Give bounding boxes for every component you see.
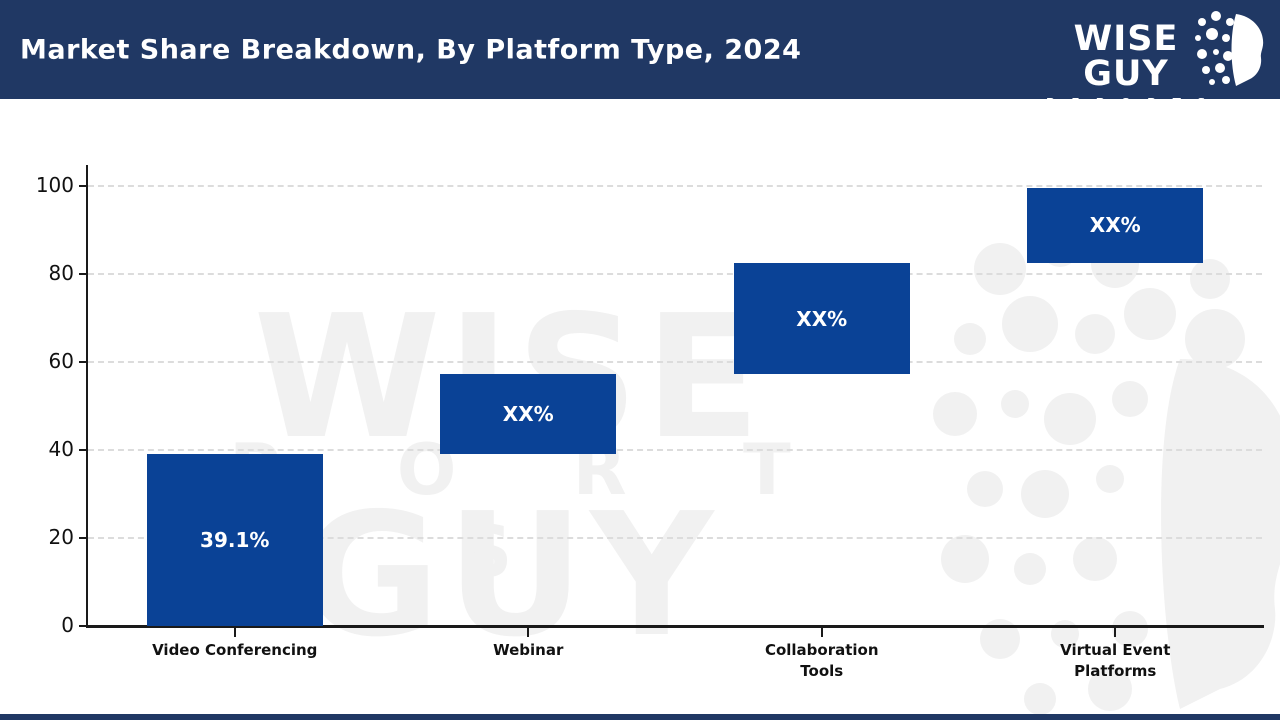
y-tick-mark-0 — [79, 625, 87, 627]
y-tick-mark-100 — [79, 185, 87, 187]
y-tick-label-60: 60 — [48, 349, 74, 373]
x-category-label-2: Collaboration Tools — [764, 641, 879, 680]
logo-text: WISE GUY R E P O R T S — [1046, 19, 1212, 111]
x-tick-mark-1 — [527, 628, 530, 637]
y-tick-mark-40 — [79, 449, 87, 451]
gridline-y-40 — [88, 449, 1262, 451]
gridline-y-80 — [88, 273, 1262, 275]
x-category-label-3: Virtual Event Platforms — [1060, 641, 1171, 680]
bar-virtual-event-platforms: XX% — [1027, 187, 1204, 263]
y-tick-mark-20 — [79, 537, 87, 539]
y-tick-mark-60 — [79, 361, 87, 363]
logo-head-icon — [1195, 11, 1264, 86]
bar-video-conferencing: 39.1% — [146, 453, 323, 626]
gridline-y-60 — [88, 361, 1262, 363]
x-axis-line — [86, 625, 1264, 628]
bar-collaboration-tools: XX% — [733, 263, 910, 375]
y-tick-label-80: 80 — [48, 261, 74, 285]
logo-wordmark: WISE GUY — [1073, 19, 1179, 94]
bar-value-label: XX% — [502, 402, 554, 427]
logo-subtitle: R E P O R T S — [1046, 96, 1212, 110]
gridline-y-100 — [88, 185, 1262, 187]
x-tick-mark-0 — [233, 628, 236, 637]
y-tick-label-20: 20 — [48, 525, 74, 549]
footer-bar — [0, 714, 1280, 720]
bar-webinar: XX% — [440, 374, 617, 454]
x-category-label-0: Video Conferencing — [152, 641, 318, 659]
header: Market Share Breakdown, By Platform Type… — [0, 0, 1280, 110]
wise-guy-logo: WISE GUY R E P O R T S — [1016, 6, 1266, 110]
y-tick-label-40: 40 — [48, 437, 74, 461]
page-title: Market Share Breakdown, By Platform Type… — [20, 34, 802, 65]
bar-value-label: XX% — [1089, 213, 1141, 238]
y-axis-line — [86, 165, 88, 627]
bar-value-label: XX% — [796, 306, 848, 331]
gridline-y-20 — [88, 537, 1262, 539]
y-tick-label-0: 0 — [61, 613, 74, 637]
y-tick-mark-80 — [79, 273, 87, 275]
x-tick-mark-3 — [1114, 628, 1117, 637]
y-tick-label-100: 100 — [35, 173, 74, 197]
bar-value-label: 39.1% — [200, 527, 270, 552]
x-tick-mark-2 — [820, 628, 823, 637]
x-category-label-1: Webinar — [493, 641, 564, 659]
